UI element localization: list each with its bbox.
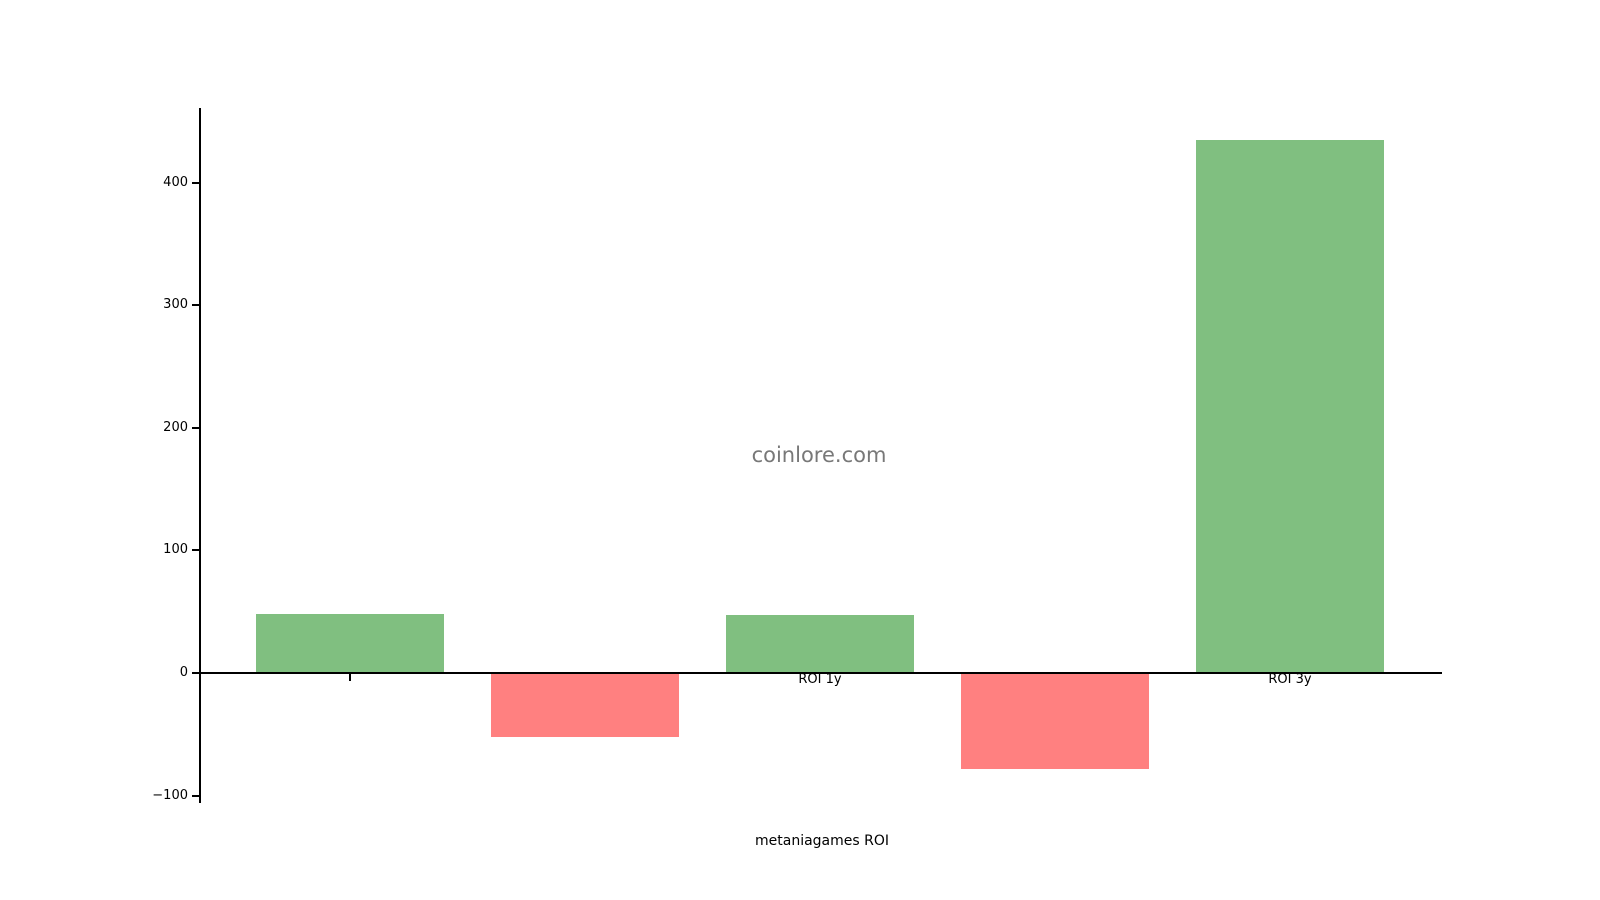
y-tick-label: 200 — [163, 419, 188, 435]
x-axis-zero-line — [199, 672, 1442, 674]
x-tick-label: ROI 3y — [1268, 672, 1312, 687]
bar-unlabeled-3 — [961, 673, 1149, 769]
watermark-text: coinlore.com — [751, 443, 887, 467]
y-tick-label: 300 — [163, 297, 188, 313]
y-tick-label: 100 — [163, 542, 188, 558]
bar-roi-1y — [726, 615, 914, 673]
y-tick-mark — [192, 549, 199, 552]
bar-unlabeled-0 — [256, 614, 444, 673]
x-axis-title: metaniagames ROI — [755, 833, 889, 849]
y-axis-line — [199, 108, 201, 803]
y-tick-mark — [192, 672, 199, 674]
y-tick-mark — [192, 304, 199, 307]
x-tick-mark — [349, 673, 351, 681]
bar-unlabeled-1 — [491, 673, 679, 737]
y-tick-label: 0 — [179, 665, 188, 680]
y-tick-label: −100 — [152, 787, 188, 803]
y-tick-mark — [192, 426, 199, 429]
y-tick-mark — [192, 181, 199, 184]
x-tick-label: ROI 1y — [798, 672, 842, 687]
y-tick-label: 400 — [163, 174, 188, 190]
bar-roi-3y — [1196, 139, 1384, 673]
y-tick-mark — [192, 794, 199, 797]
